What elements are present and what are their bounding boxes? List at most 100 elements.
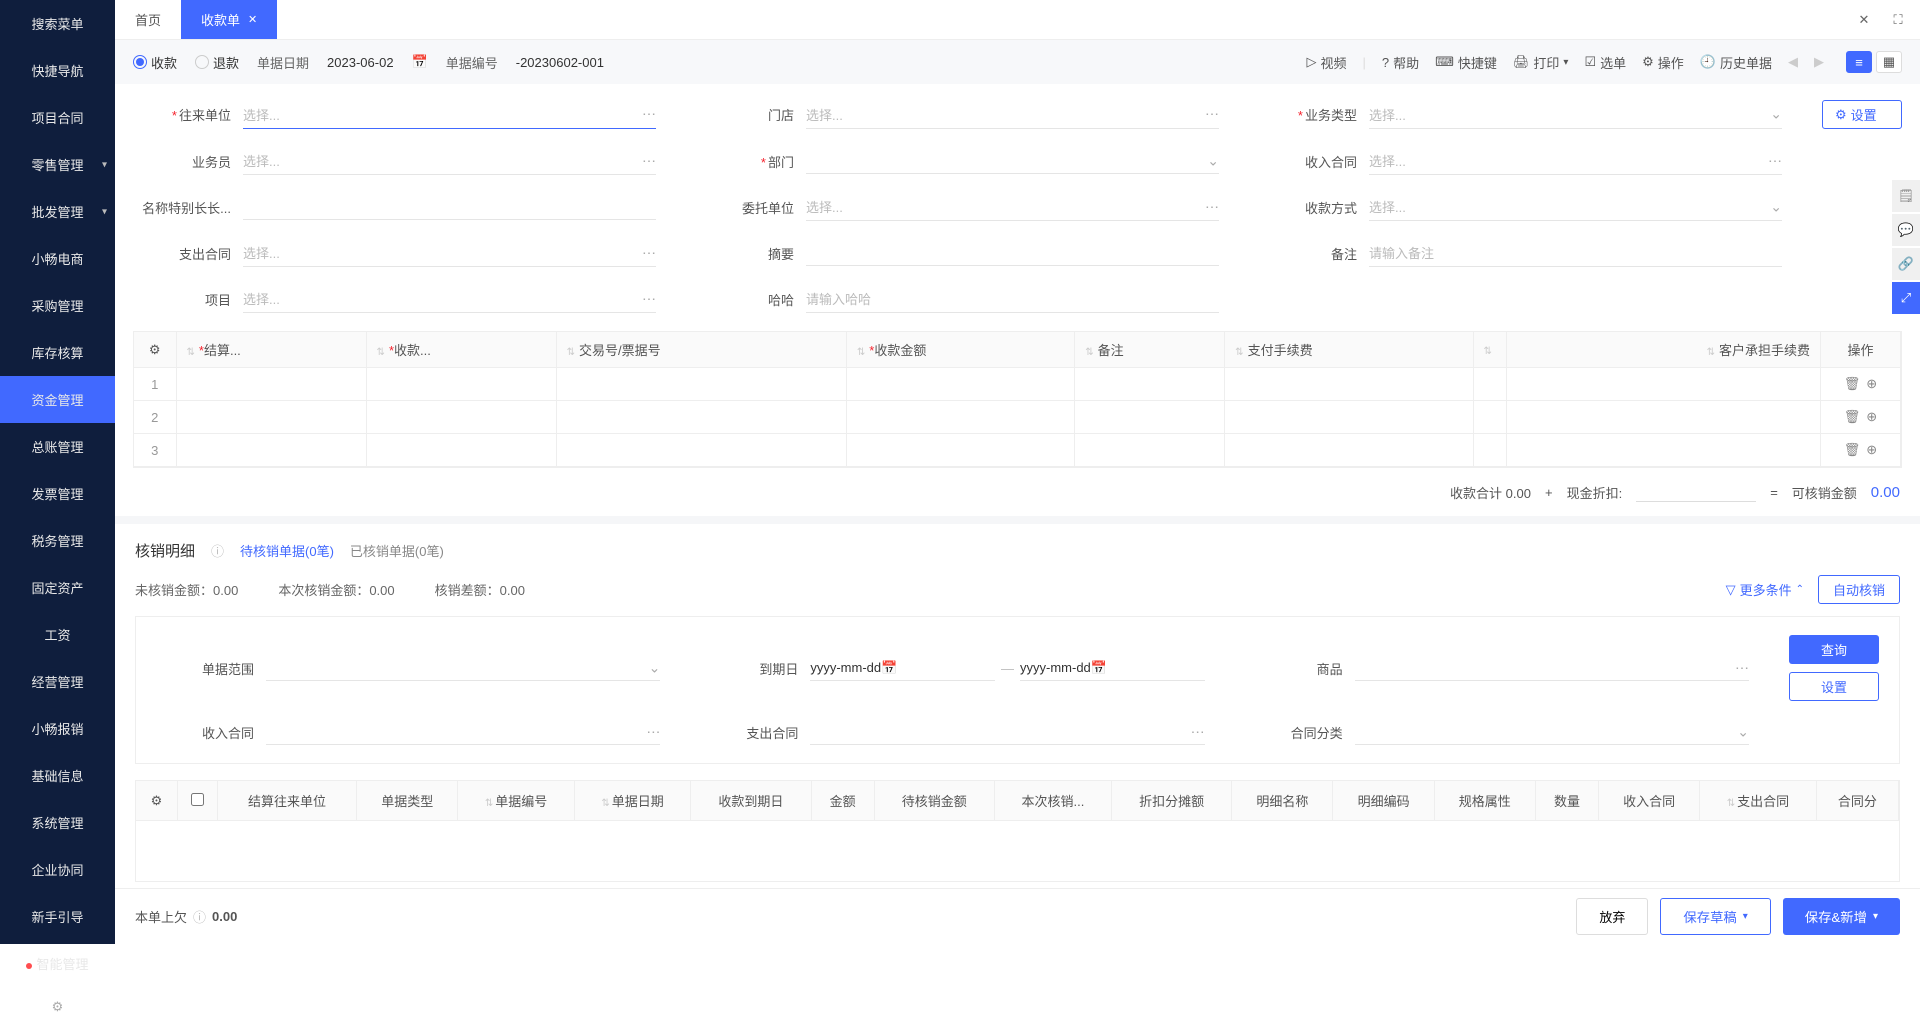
grid-column-header[interactable]: ⇅支付手续费: [1225, 332, 1473, 368]
sidebar-item[interactable]: 库存核算: [0, 329, 115, 376]
info-icon[interactable]: ⓘ: [211, 541, 224, 560]
detail-column-header[interactable]: 收入合同: [1599, 781, 1700, 821]
history-link[interactable]: 🕘 历史单据: [1700, 53, 1772, 72]
remark-input[interactable]: 请输入备注: [1369, 239, 1782, 267]
more-icon[interactable]: ⋯: [1768, 152, 1782, 169]
chevron-down-icon[interactable]: ⌄: [1207, 152, 1219, 169]
product-select[interactable]: ⋯: [1355, 655, 1749, 681]
contract-category-select[interactable]: ⌄: [1355, 719, 1749, 745]
delete-row-icon[interactable]: 🗑: [1844, 409, 1861, 424]
operate-link[interactable]: ⚙ 操作: [1642, 53, 1684, 72]
tab[interactable]: 收款单✕: [181, 0, 277, 39]
detail-column-header[interactable]: 规格属性: [1434, 781, 1535, 821]
grid-column-header[interactable]: ⇅*收款金额: [846, 332, 1074, 368]
sidebar-item[interactable]: 系统管理: [0, 799, 115, 846]
receipt-method-select[interactable]: 选择...⌄: [1369, 193, 1782, 221]
income-contract-select[interactable]: 选择...⋯: [1369, 147, 1782, 175]
salesman-select[interactable]: 选择...⋯: [243, 147, 656, 175]
sidebar-item[interactable]: 基础信息: [0, 752, 115, 799]
rail-attach-icon[interactable]: 🔗: [1892, 248, 1920, 280]
sidebar-item[interactable]: 搜索菜单: [0, 0, 115, 47]
rail-chat-icon[interactable]: 💬: [1892, 214, 1920, 246]
grid-gear-icon[interactable]: ⚙: [134, 332, 176, 368]
sidebar-item[interactable]: 企业协同: [0, 846, 115, 893]
sidebar-item[interactable]: 项目合同: [0, 94, 115, 141]
grid-column-header[interactable]: ⇅*结算...: [176, 332, 366, 368]
print-link[interactable]: 🖨 打印 ▾: [1513, 53, 1569, 72]
detail-column-header[interactable]: 结算往来单位: [217, 781, 356, 821]
tab-close-icon[interactable]: ✕: [248, 13, 257, 26]
filter-income-contract[interactable]: ⋯: [266, 719, 660, 745]
detail-column-header[interactable]: 待核销金额: [874, 781, 994, 821]
help-link[interactable]: ? 帮助: [1382, 53, 1419, 72]
project-select[interactable]: 选择...⋯: [243, 285, 656, 313]
detail-column-header[interactable]: ⇅单据日期: [574, 781, 690, 821]
add-row-icon[interactable]: ⊕: [1866, 442, 1877, 457]
grid-column-header[interactable]: ⇅: [1473, 332, 1506, 368]
table-row[interactable]: 3🗑⊕: [134, 434, 1901, 467]
grid-column-header[interactable]: ⇅交易号/票据号: [556, 332, 846, 368]
sidebar-item[interactable]: 固定资产: [0, 564, 115, 611]
cash-discount-input[interactable]: [1636, 482, 1756, 502]
longname-input[interactable]: [243, 194, 656, 220]
chevron-down-icon[interactable]: ⌄: [649, 659, 661, 676]
expense-contract-select[interactable]: 选择...⋯: [243, 239, 656, 267]
more-icon[interactable]: ⋯: [642, 290, 656, 307]
entrust-select[interactable]: 选择...⋯: [806, 193, 1219, 221]
discard-button[interactable]: 放弃: [1576, 898, 1648, 935]
add-row-icon[interactable]: ⊕: [1866, 409, 1877, 424]
calendar-icon[interactable]: 📅: [881, 660, 897, 675]
fullscreen-icon[interactable]: ⛶: [1886, 8, 1910, 32]
detail-column-header[interactable]: 金额: [811, 781, 874, 821]
video-link[interactable]: ▷ 视频: [1306, 53, 1346, 72]
more-conditions-link[interactable]: ▽ 更多条件 ⌃: [1726, 580, 1804, 599]
auto-writeoff-button[interactable]: 自动核销: [1818, 575, 1900, 604]
more-icon[interactable]: ⋯: [642, 152, 656, 169]
summary-input[interactable]: [806, 240, 1219, 266]
filter-settings-button[interactable]: 设置: [1789, 672, 1879, 701]
sidebar-item[interactable]: 小畅电商: [0, 235, 115, 282]
sidebar-item[interactable]: 新手引导: [0, 893, 115, 940]
biztype-select[interactable]: 选择...⌄: [1369, 101, 1782, 129]
table-row[interactable]: 1🗑⊕: [134, 368, 1901, 401]
delete-row-icon[interactable]: 🗑: [1844, 376, 1861, 391]
detail-column-header[interactable]: 本次核销...: [994, 781, 1111, 821]
sidebar-settings-icon[interactable]: ⚙: [0, 987, 115, 1027]
detail-column-header[interactable]: ⇅单据编号: [458, 781, 574, 821]
detail-column-header[interactable]: 明细名称: [1232, 781, 1333, 821]
grid-column-header[interactable]: ⇅客户承担手续费: [1506, 332, 1820, 368]
due-date-from[interactable]: yyyy-mm-dd📅: [810, 656, 995, 681]
delete-row-icon[interactable]: 🗑: [1844, 442, 1861, 457]
save-new-button[interactable]: 保存&新增 ▾: [1783, 898, 1900, 935]
detail-column-header[interactable]: 明细编码: [1333, 781, 1434, 821]
more-icon[interactable]: ⋯: [642, 106, 656, 123]
chevron-down-icon[interactable]: ⌄: [1770, 198, 1782, 215]
detail-column-header[interactable]: 合同分: [1816, 781, 1898, 821]
detail-gear-icon[interactable]: ⚙: [136, 781, 177, 821]
chevron-down-icon[interactable]: ⌄: [1770, 106, 1782, 123]
save-draft-button[interactable]: 保存草稿 ▾: [1660, 898, 1770, 935]
select-doc-link[interactable]: ☑ 选单: [1584, 53, 1626, 72]
due-date-to[interactable]: yyyy-mm-dd📅: [1020, 656, 1205, 681]
customer-select[interactable]: 选择...⋯: [243, 101, 656, 129]
more-icon[interactable]: ⋯: [1735, 659, 1749, 676]
store-select[interactable]: 选择...⋯: [806, 101, 1219, 129]
rail-expand-icon[interactable]: ⤢: [1892, 282, 1920, 314]
detail-column-header[interactable]: 数量: [1535, 781, 1598, 821]
tab-done[interactable]: 已核销单据(0笔): [350, 541, 444, 560]
sidebar-item[interactable]: 税务管理: [0, 517, 115, 564]
query-button[interactable]: 查询: [1789, 635, 1879, 664]
view-card-icon[interactable]: ▦: [1876, 51, 1902, 73]
more-icon[interactable]: ⋯: [646, 723, 660, 740]
sidebar-item[interactable]: 经营管理: [0, 658, 115, 705]
sidebar-item[interactable]: 批发管理▾: [0, 188, 115, 235]
detail-column-header[interactable]: 收款到期日: [691, 781, 811, 821]
sidebar-item[interactable]: 智能管理: [0, 940, 115, 987]
radio-receipt[interactable]: 收款: [133, 53, 177, 72]
detail-column-header[interactable]: ⇅支出合同: [1700, 781, 1816, 821]
tab-pending[interactable]: 待核销单据(0笔): [240, 541, 334, 560]
filter-expense-contract[interactable]: ⋯: [810, 719, 1204, 745]
sidebar-item[interactable]: 采购管理: [0, 282, 115, 329]
shortcut-link[interactable]: ⌨ 快捷键: [1435, 53, 1497, 72]
haha-input[interactable]: 请输入哈哈: [806, 285, 1219, 313]
